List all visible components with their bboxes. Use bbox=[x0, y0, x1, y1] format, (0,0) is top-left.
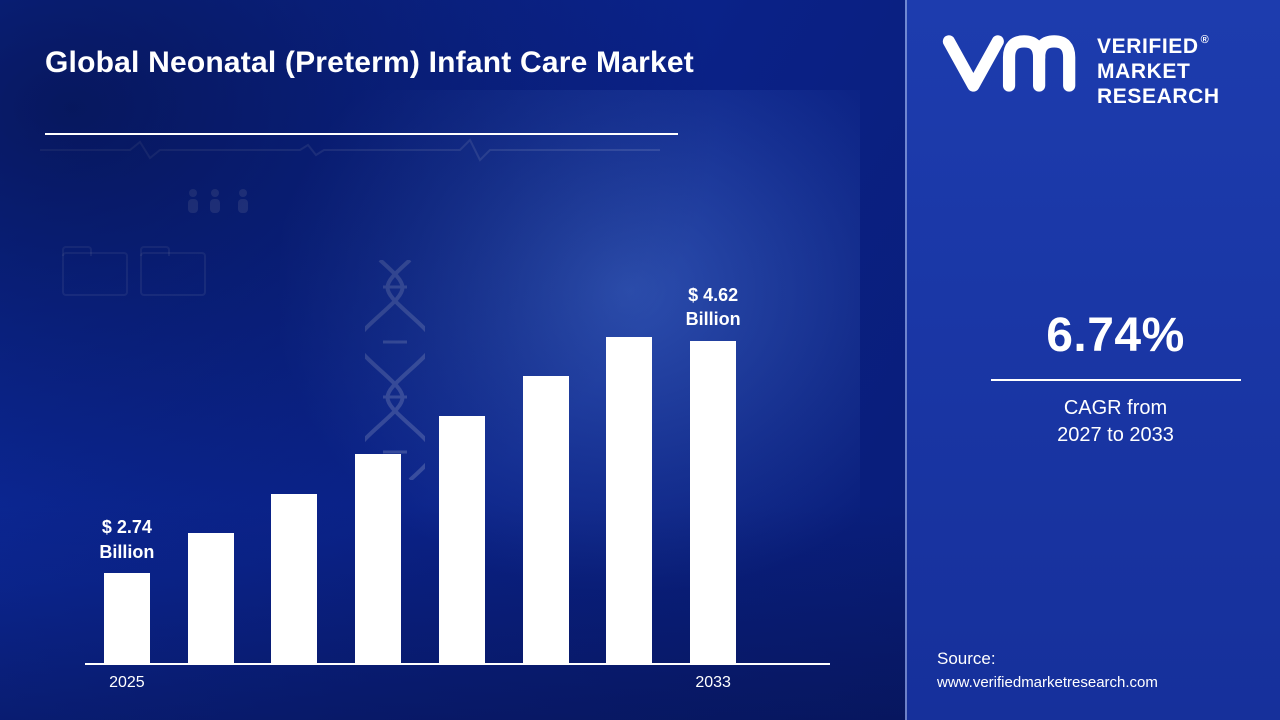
source-label: Source: bbox=[937, 649, 996, 668]
brand-line-2: MARKET bbox=[1097, 60, 1191, 84]
brand-name: VERIFIED ® MARKET RESEARCH bbox=[1097, 34, 1220, 110]
source-url[interactable]: www.verifiedmarketresearch.com bbox=[937, 673, 1158, 691]
page-title: Global Neonatal (Preterm) Infant Care Ma… bbox=[45, 46, 694, 79]
chart-area: Global Neonatal (Preterm) Infant Care Ma… bbox=[0, 0, 905, 720]
x-tick-label bbox=[420, 674, 504, 692]
x-tick-label bbox=[169, 674, 253, 692]
right-panel: VERIFIED ® MARKET RESEARCH 6.74% CAGR fro… bbox=[905, 0, 1280, 720]
x-tick-label: 2025 bbox=[109, 674, 145, 691]
bar-value-label: $ 2.74 Billion bbox=[99, 517, 155, 562]
bar bbox=[103, 573, 150, 663]
cagr-caption-line-1: CAGR from bbox=[1063, 397, 1168, 419]
bar bbox=[271, 494, 318, 663]
bar bbox=[522, 376, 569, 663]
bar-value-label: $ 4.62 Billion bbox=[685, 285, 741, 330]
title-underline bbox=[45, 133, 678, 135]
bar-plot: $ 2.74 Billion $ 4.62 Billion bbox=[85, 283, 755, 663]
brand-line-3: RESEARCH bbox=[1097, 85, 1220, 109]
bar bbox=[355, 454, 402, 663]
x-axis-ticks: 2025 2033 bbox=[85, 674, 755, 692]
vmr-logo-icon bbox=[942, 35, 1076, 92]
bar bbox=[606, 337, 653, 663]
registered-mark: ® bbox=[1200, 34, 1210, 46]
bar bbox=[187, 533, 234, 663]
x-tick-label: 2033 bbox=[695, 674, 731, 691]
cagr-caption-line-2: 2027 to 2033 bbox=[1057, 424, 1174, 446]
cagr-underline bbox=[990, 379, 1241, 381]
x-tick-label bbox=[588, 674, 672, 692]
cagr-block: 6.74% CAGR from 2027 to 2033 bbox=[957, 308, 1274, 449]
x-tick-label bbox=[253, 674, 337, 692]
brand-line-1: VERIFIED bbox=[1097, 35, 1199, 58]
source-block: Source: www.verifiedmarketresearch.com bbox=[937, 646, 1158, 694]
bar bbox=[438, 416, 485, 663]
brand-block: VERIFIED ® MARKET RESEARCH bbox=[935, 32, 1268, 110]
cagr-value: 6.74% bbox=[1046, 309, 1185, 362]
bar bbox=[690, 340, 737, 663]
x-axis-line bbox=[85, 663, 830, 665]
x-tick-label bbox=[504, 674, 588, 692]
x-tick-label bbox=[336, 674, 420, 692]
